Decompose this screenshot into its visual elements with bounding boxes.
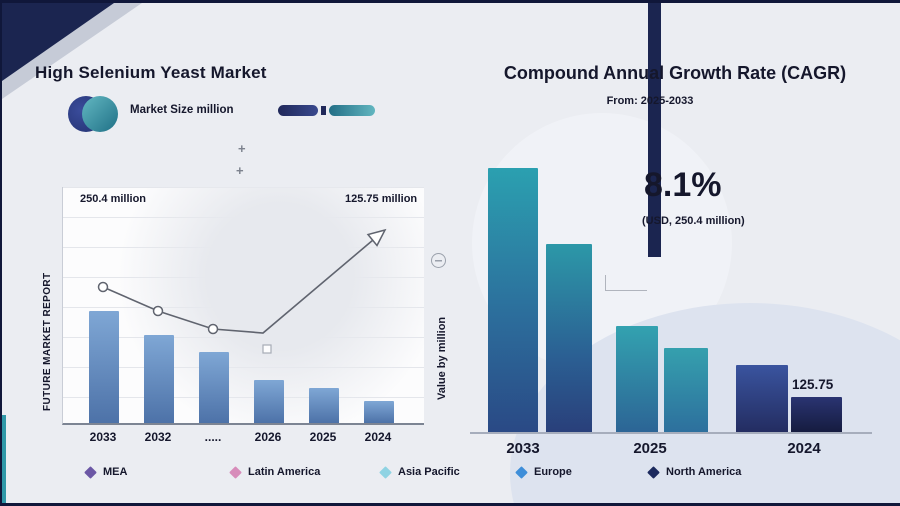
bar-value-label: 125.75 bbox=[792, 377, 834, 392]
market-size-bar bbox=[89, 311, 119, 423]
plus-decoration: + bbox=[236, 163, 244, 178]
annotation-end-value: 125.75 million bbox=[345, 193, 418, 205]
trend-line-arrow bbox=[97, 228, 387, 354]
cagr-bar bbox=[736, 365, 788, 433]
legend-label: Latin America bbox=[248, 466, 321, 478]
x-axis-line bbox=[470, 432, 872, 434]
market-size-bar bbox=[199, 352, 229, 423]
right-x-tick: 2024 bbox=[787, 440, 821, 457]
legend-item-latin-america: Latin America bbox=[229, 465, 321, 479]
plus-decoration: + bbox=[238, 141, 246, 156]
diamond-bullet-icon bbox=[379, 465, 392, 479]
left-x-tick: 2025 bbox=[309, 430, 337, 444]
diamond-bullet-icon bbox=[229, 465, 242, 479]
market-size-bar bbox=[364, 401, 394, 423]
legend-label: Europe bbox=[534, 466, 572, 478]
cagr-title: Compound Annual Growth Rate (CAGR) bbox=[503, 63, 847, 83]
left-x-tick: 2026 bbox=[254, 430, 282, 444]
left-x-tick: 2032 bbox=[144, 430, 172, 444]
pill-joint-decoration bbox=[321, 106, 326, 115]
cagr-bar bbox=[546, 244, 592, 433]
market-size-bar bbox=[144, 335, 174, 423]
legend-item-asia-pacific: Asia Pacific bbox=[379, 465, 460, 479]
teal-edge-accent bbox=[2, 415, 6, 503]
left-x-tick: ..... bbox=[204, 430, 222, 444]
left-x-tick: 2033 bbox=[89, 430, 117, 444]
cagr-value: 8.1% bbox=[644, 166, 722, 204]
cagr-bar bbox=[791, 397, 842, 433]
legend-item-mea: MEA bbox=[84, 465, 128, 479]
legend-label: MEA bbox=[103, 466, 128, 478]
market-size-bar bbox=[254, 380, 284, 423]
legend-item-north-america: North America bbox=[647, 465, 742, 479]
left-x-tick: 2024 bbox=[364, 430, 392, 444]
pill-decoration-navy bbox=[278, 105, 318, 116]
diamond-bullet-icon bbox=[515, 465, 528, 479]
left-chart-y-axis-label: FUTURE MARKET REPORT bbox=[42, 272, 53, 411]
minus-circle-icon bbox=[431, 253, 446, 268]
cagr-caption: (USD, 250.4 million) bbox=[642, 215, 745, 227]
market-size-legend-label: Market Size million bbox=[130, 104, 234, 116]
cagr-subtitle: From: 2025-2033 bbox=[606, 95, 694, 107]
pill-decoration-teal bbox=[329, 105, 375, 116]
cagr-bar bbox=[616, 326, 658, 433]
market-size-chart bbox=[62, 187, 424, 425]
cagr-chart bbox=[472, 153, 872, 433]
cagr-bar bbox=[664, 348, 708, 433]
market-size-bar bbox=[309, 388, 339, 423]
diamond-bullet-icon bbox=[84, 465, 97, 479]
bracket-decoration bbox=[605, 275, 647, 291]
legend-item-europe: Europe bbox=[515, 465, 572, 479]
right-x-tick: 2025 bbox=[633, 440, 667, 457]
right-chart-y-axis-label: Value by million bbox=[436, 316, 448, 400]
page-title: High Selenium Yeast Market bbox=[35, 63, 267, 82]
pie-icon-overlay bbox=[82, 96, 118, 132]
legend-label: North America bbox=[666, 466, 742, 478]
annotation-start-value: 250.4 million bbox=[80, 193, 147, 205]
diamond-bullet-icon bbox=[647, 465, 660, 479]
cagr-bar bbox=[488, 168, 538, 433]
right-x-tick: 2033 bbox=[506, 440, 540, 457]
vertical-accent-bar bbox=[648, 3, 661, 257]
legend-label: Asia Pacific bbox=[398, 466, 460, 478]
